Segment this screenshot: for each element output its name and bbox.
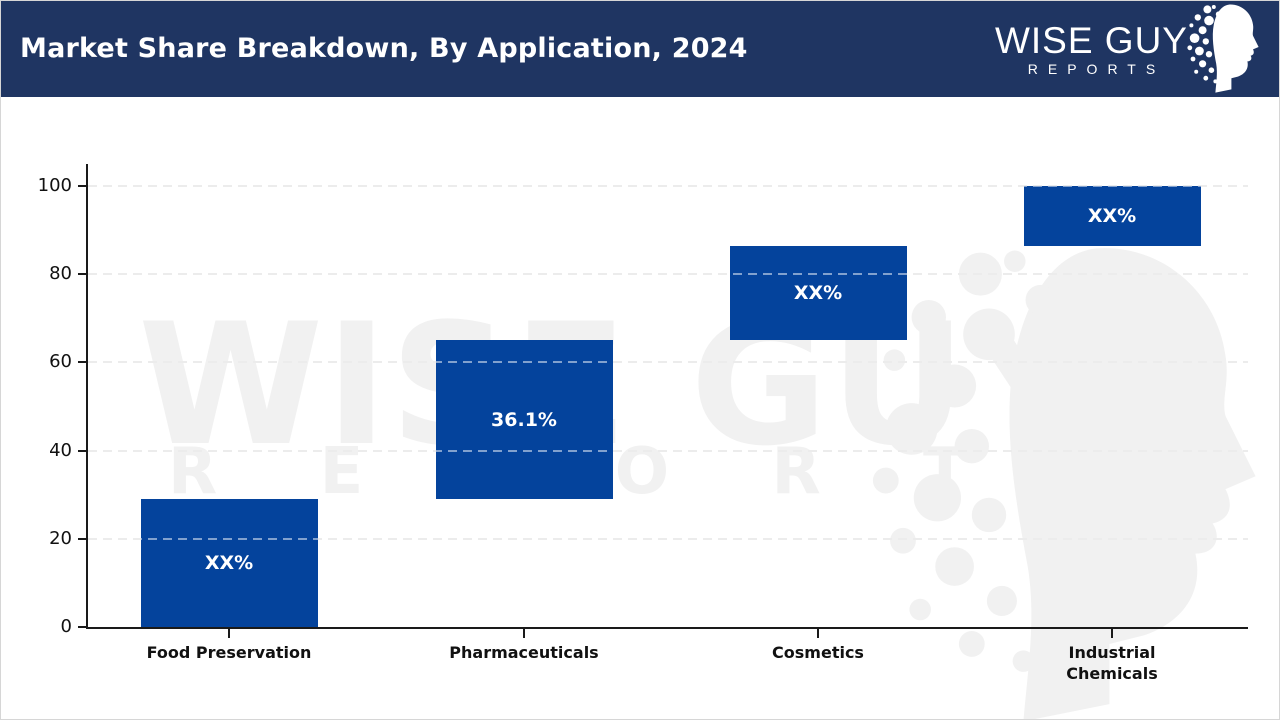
header-bar: Market Share Breakdown, By Application, … [0, 0, 1280, 97]
x-tick-label-0: Food Preservation [114, 643, 344, 664]
y-axis-spine [86, 164, 88, 629]
wiseguy-logo: WISE GUY REPORTS [995, 3, 1266, 95]
gridline-overlay-20 [88, 537, 1248, 540]
y-tick-label-0: 0 [60, 616, 72, 637]
y-tickmark-60 [78, 361, 88, 364]
x-tick-label-3: Industrial Chemicals [997, 643, 1227, 685]
x-tick-label-2: Cosmetics [703, 643, 933, 664]
y-tick-label-80: 80 [49, 263, 72, 285]
x-tickmark-0 [228, 629, 230, 638]
y-tick-label-60: 60 [49, 351, 72, 373]
bar-pharmaceuticals: 36.1% [435, 339, 613, 500]
x-tick-label-line: Chemicals [1066, 663, 1158, 683]
x-tick-label-line: Cosmetics [772, 643, 864, 662]
bar-food-preservation: XX% [140, 499, 318, 627]
bar-value-label: 36.1% [491, 408, 557, 431]
bar-cosmetics: XX% [729, 245, 907, 340]
x-tickmark-2 [817, 629, 819, 638]
y-tickmark-0 [78, 626, 88, 628]
logo-wordmark: WISE GUY [994, 19, 1188, 61]
gridline-overlay-60 [88, 361, 1248, 364]
gridline-overlay-80 [88, 273, 1248, 276]
y-tick-label-40: 40 [49, 439, 72, 461]
logo-text: WISE GUY REPORTS [995, 22, 1188, 76]
x-tickmark-3 [1111, 629, 1113, 638]
dotted-head-logo-icon [1187, 4, 1259, 93]
chart-title: Market Share Breakdown, By Application, … [20, 33, 748, 64]
x-tick-label-line: Industrial [1068, 643, 1156, 662]
bar-value-label: XX% [793, 281, 843, 304]
x-tick-label-line: Pharmaceuticals [449, 643, 599, 662]
x-tick-label-line: Food Preservation [146, 643, 312, 662]
y-tick-label-20: 20 [49, 527, 72, 549]
y-tickmark-100 [78, 185, 88, 187]
bar-industrial-chemicals: XX% [1023, 186, 1201, 246]
bar-value-label: XX% [204, 552, 254, 575]
y-tickmark-80 [78, 273, 88, 276]
bar-value-label: XX% [1087, 204, 1137, 227]
gridline-overlay-40 [88, 449, 1248, 452]
x-tickmark-1 [523, 629, 525, 638]
y-tick-label-100: 100 [37, 175, 72, 196]
logo-subtitle: REPORTS [1027, 60, 1166, 77]
y-tickmark-20 [78, 537, 88, 540]
waterfall-chart: WISE GUY R E P O R T S 0 20 40 60 80 100 XX% Fo… [0, 97, 1280, 720]
gridline-overlay-100 [88, 185, 1248, 187]
y-tickmark-40 [78, 449, 88, 452]
x-axis-spine [86, 627, 1248, 629]
x-tick-label-1: Pharmaceuticals [409, 643, 639, 664]
